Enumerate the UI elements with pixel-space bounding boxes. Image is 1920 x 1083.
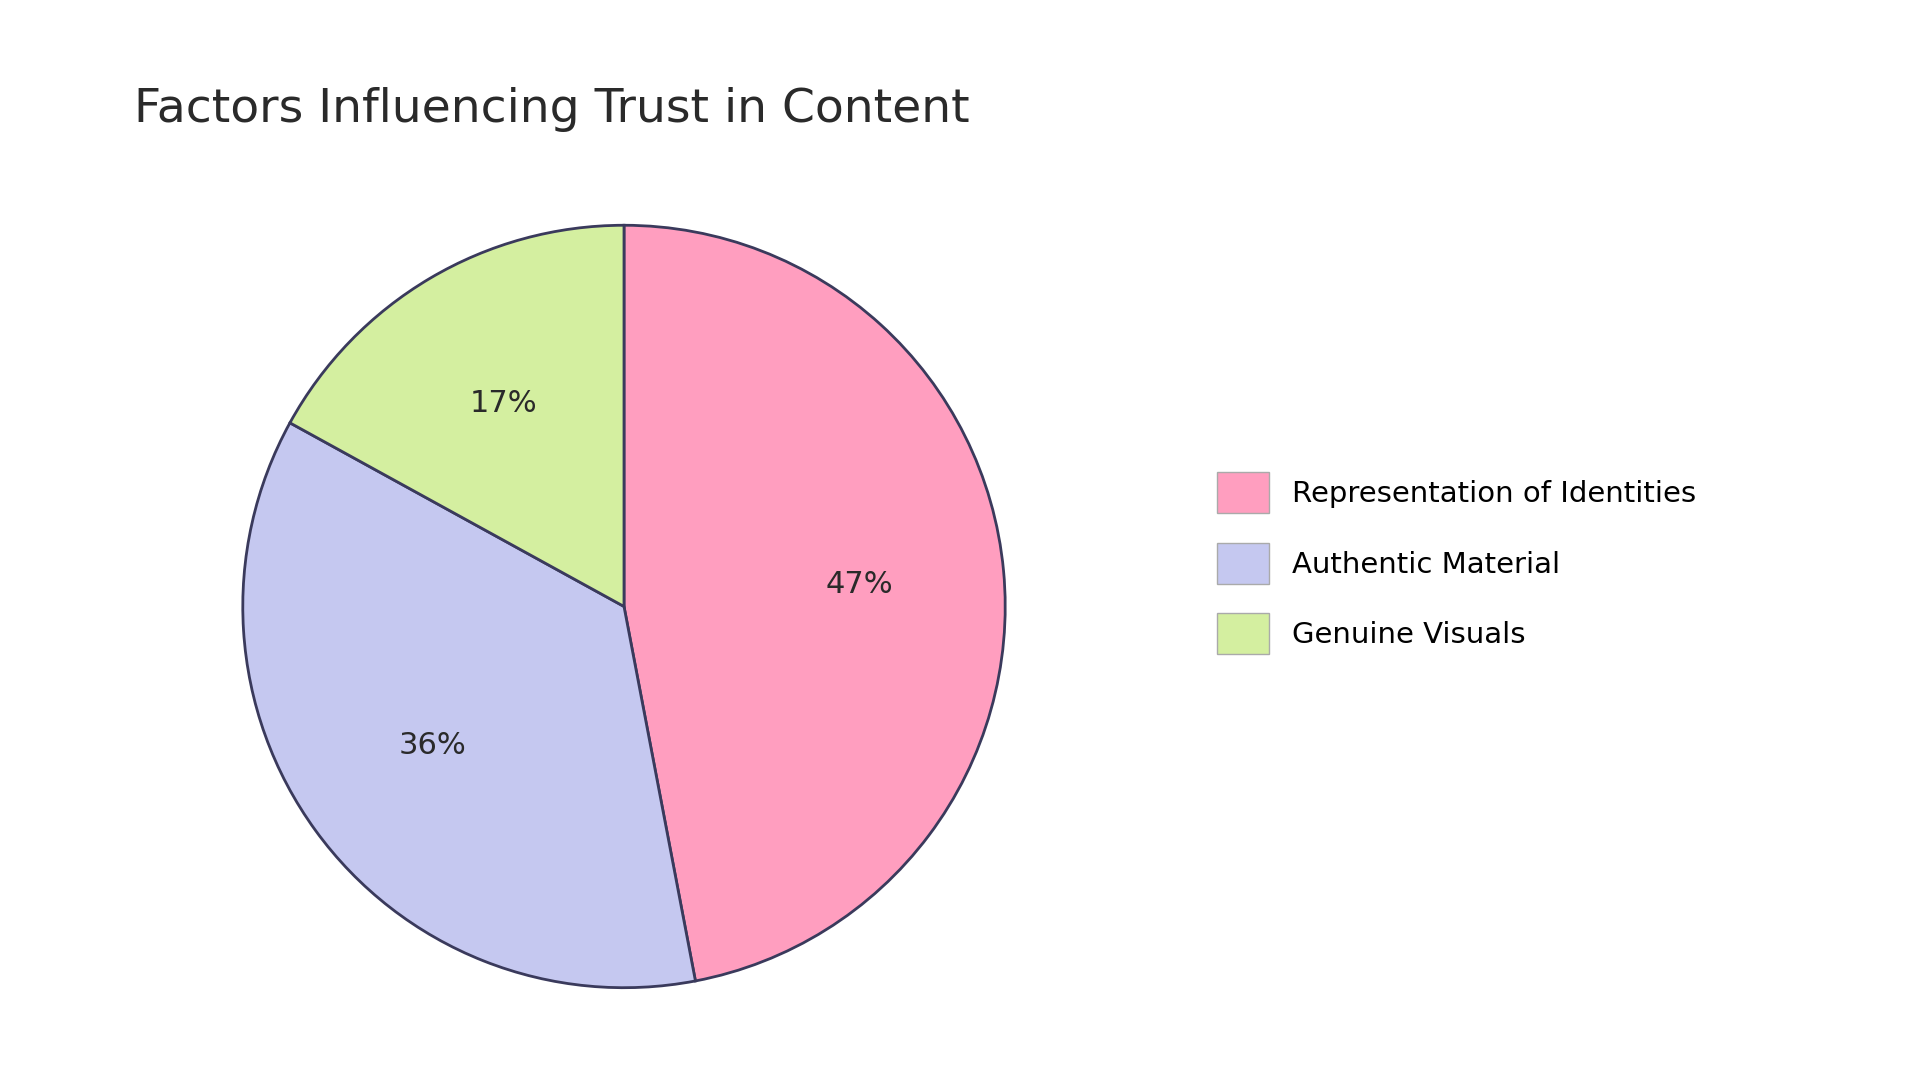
Text: 36%: 36% [399,731,467,760]
Wedge shape [242,422,695,988]
Text: 17%: 17% [470,389,538,418]
Text: 47%: 47% [826,570,893,599]
Wedge shape [624,225,1006,981]
Wedge shape [290,225,624,606]
Text: Factors Influencing Trust in Content: Factors Influencing Trust in Content [134,87,970,132]
Legend: Representation of Identities, Authentic Material, Genuine Visuals: Representation of Identities, Authentic … [1206,460,1709,666]
